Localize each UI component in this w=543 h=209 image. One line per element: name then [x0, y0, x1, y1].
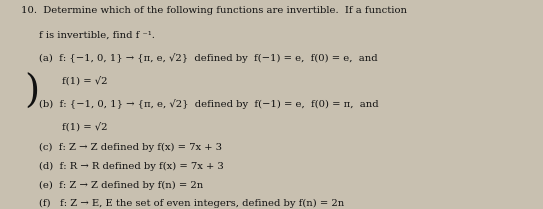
Text: f is invertible, find f ⁻¹.: f is invertible, find f ⁻¹. — [39, 30, 155, 39]
Text: f(1) = √2: f(1) = √2 — [62, 76, 108, 86]
Text: (d)  f: R → R defined by f(x) = 7x + 3: (d) f: R → R defined by f(x) = 7x + 3 — [39, 162, 224, 171]
Text: (a)  f: {−1, 0, 1} → {π, e, √2}  defined by  f(−1) = e,  f(0) = e,  and: (a) f: {−1, 0, 1} → {π, e, √2} defined b… — [39, 53, 378, 63]
Text: (b)  f: {−1, 0, 1} → {π, e, √2}  defined by  f(−1) = e,  f(0) = π,  and: (b) f: {−1, 0, 1} → {π, e, √2} defined b… — [39, 99, 378, 109]
Text: (f)   f: Z → E, E the set of even integers, defined by f(n) = 2n: (f) f: Z → E, E the set of even integers… — [39, 199, 344, 208]
Text: 10.  Determine which of the following functions are invertible.  If a function: 10. Determine which of the following fun… — [21, 6, 407, 15]
Text: (c)  f: Z → Z defined by f(x) = 7x + 3: (c) f: Z → Z defined by f(x) = 7x + 3 — [39, 143, 222, 152]
Text: ): ) — [24, 73, 40, 111]
Text: (e)  f: Z → Z defined by f(n) = 2n: (e) f: Z → Z defined by f(n) = 2n — [39, 181, 203, 190]
Text: f(1) = √2: f(1) = √2 — [62, 122, 108, 132]
